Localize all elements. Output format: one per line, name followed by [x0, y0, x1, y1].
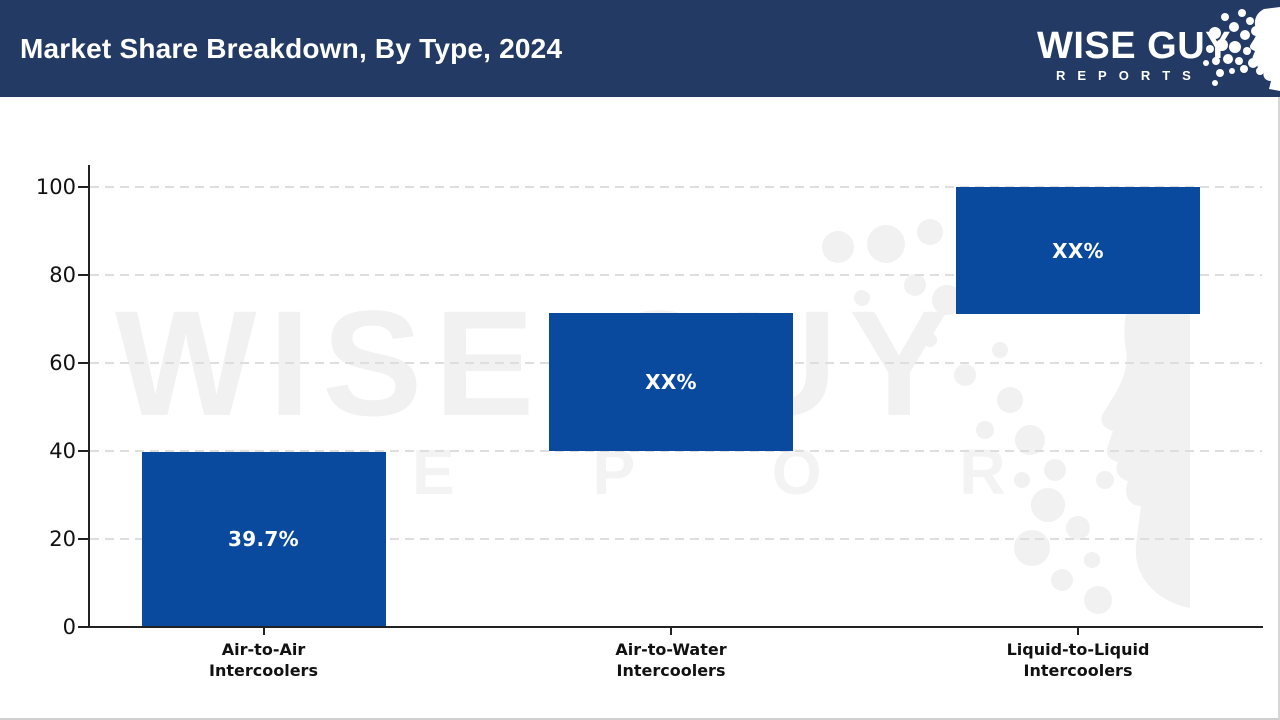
x-category-label: Liquid-to-Liquid Intercoolers	[1006, 640, 1150, 680]
bar-air-to-air: 39.7%	[141, 452, 386, 627]
bar-value-label: XX%	[645, 369, 697, 394]
bar-value-label: XX%	[1052, 238, 1104, 263]
y-tick-mark	[78, 186, 88, 188]
x-category-label: Air-to-Air Intercoolers	[209, 640, 318, 680]
gridline-100	[90, 186, 1262, 188]
wise-guy-reports-logo: WISE GUY REPORTS	[1037, 7, 1280, 91]
y-tick-mark	[78, 537, 88, 540]
logo-face-silhouette	[1249, 7, 1280, 91]
x-axis-spine	[88, 626, 1263, 628]
x-category-label: Air-to-Water Intercoolers	[615, 640, 727, 680]
y-tick-mark	[78, 449, 88, 452]
y-tick-label: 0	[62, 614, 76, 639]
gridline-80	[90, 273, 1262, 276]
svg-text:WISE GUY: WISE GUY	[1037, 25, 1231, 67]
y-tick-mark	[78, 361, 88, 364]
x-tick-mark	[1077, 628, 1079, 635]
x-tick-mark	[670, 628, 672, 635]
bar-liquid-to-liquid: XX%	[956, 187, 1200, 314]
y-tick-mark	[78, 625, 88, 628]
x-tick-mark	[262, 628, 265, 635]
page-title: Market Share Breakdown, By Type, 2024	[20, 32, 563, 64]
gridline-20	[90, 537, 1262, 540]
y-tick-label: 20	[49, 526, 76, 551]
y-tick-label: 60	[49, 350, 76, 375]
bar-air-to-water: XX%	[549, 313, 793, 451]
bar-value-label: 39.7%	[228, 527, 299, 552]
svg-text:REPORTS: REPORTS	[1056, 68, 1203, 83]
y-tick-label: 100	[35, 175, 76, 199]
y-tick-label: 40	[49, 438, 76, 463]
y-tick-label: 80	[49, 262, 76, 287]
gridline-40	[90, 449, 1262, 452]
header-bar: Market Share Breakdown, By Type, 2024 WI…	[0, 0, 1280, 97]
y-axis-spine	[88, 165, 90, 628]
y-tick-mark	[78, 273, 88, 276]
